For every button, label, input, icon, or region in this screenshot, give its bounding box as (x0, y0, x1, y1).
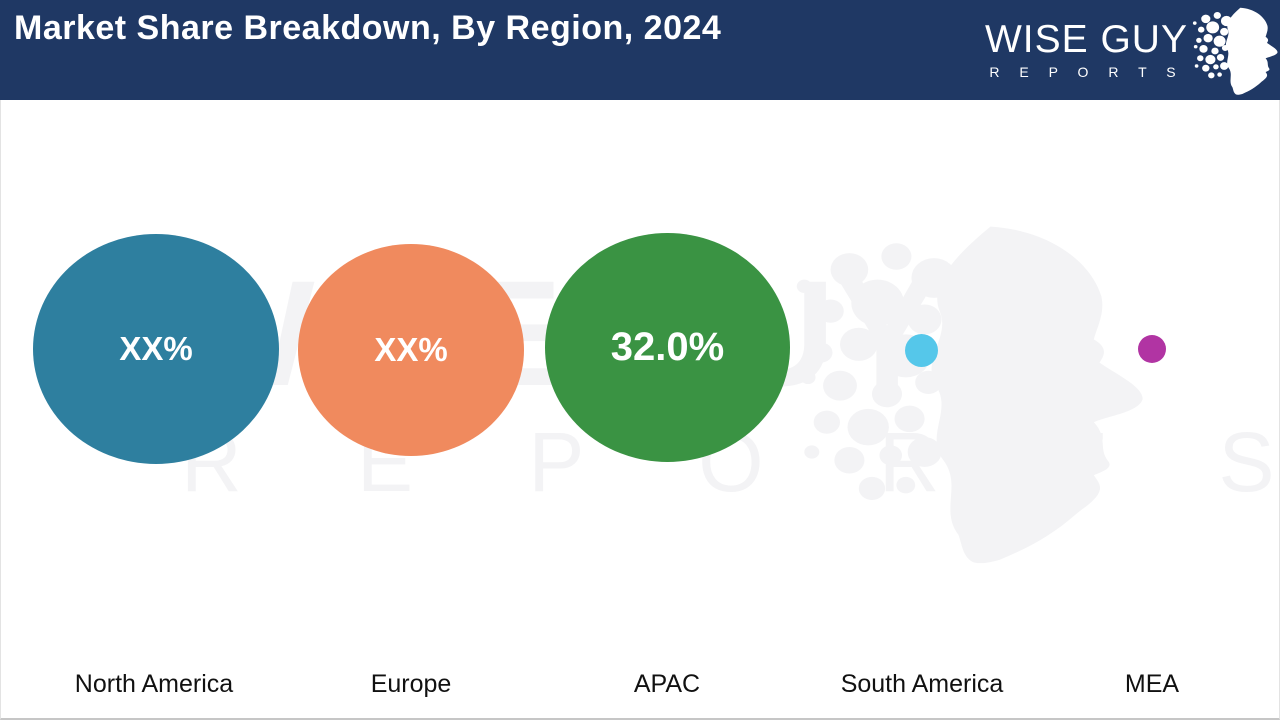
wiseguy-logo: WISE GUY R E P O R T S (985, 20, 1188, 80)
bubble-mea (1138, 335, 1166, 363)
category-label-apac: APAC (633, 670, 701, 698)
bubble-north-america: XX% (33, 234, 279, 464)
header: Market Share Breakdown, By Region, 2024 … (0, 0, 1280, 100)
bubble-chart: WISE GUY R E P O R T S XX% XX% 32.0% Nor… (0, 100, 1280, 720)
bubble-south-america (905, 334, 938, 367)
page-title: Market Share Breakdown, By Region, 2024 (14, 9, 722, 47)
category-label-europe: Europe (370, 670, 452, 698)
logo-wordmark: WISE GUY (984, 18, 1188, 61)
bubble-apac: 32.0% (545, 233, 790, 462)
category-label-south-america: South America (840, 670, 1004, 698)
category-label-north-america: North America (74, 670, 234, 698)
bubble-value-label: XX% (374, 331, 448, 368)
bubble-value-label: 32.0% (610, 325, 725, 369)
bubble-value-label: XX% (119, 330, 193, 367)
bubble-europe: XX% (298, 244, 524, 456)
watermark-head-icon (793, 220, 1169, 568)
logo-subtitle: R E P O R T S (989, 64, 1184, 80)
wiseguy-head-icon (1192, 6, 1280, 96)
category-label-mea: MEA (1124, 670, 1180, 698)
